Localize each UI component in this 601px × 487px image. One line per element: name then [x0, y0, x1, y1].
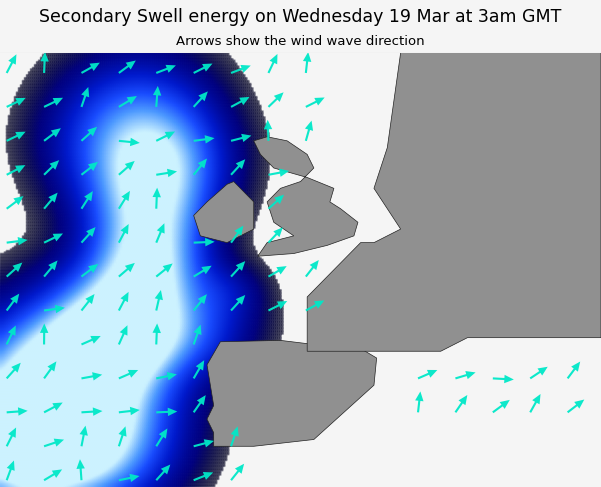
Polygon shape — [207, 340, 377, 446]
Polygon shape — [307, 53, 601, 351]
Polygon shape — [194, 182, 254, 243]
Text: Arrows show the wind wave direction: Arrows show the wind wave direction — [176, 35, 425, 48]
Polygon shape — [254, 137, 358, 256]
Text: Secondary Swell energy on Wednesday 19 Mar at 3am GMT: Secondary Swell energy on Wednesday 19 M… — [39, 8, 562, 26]
